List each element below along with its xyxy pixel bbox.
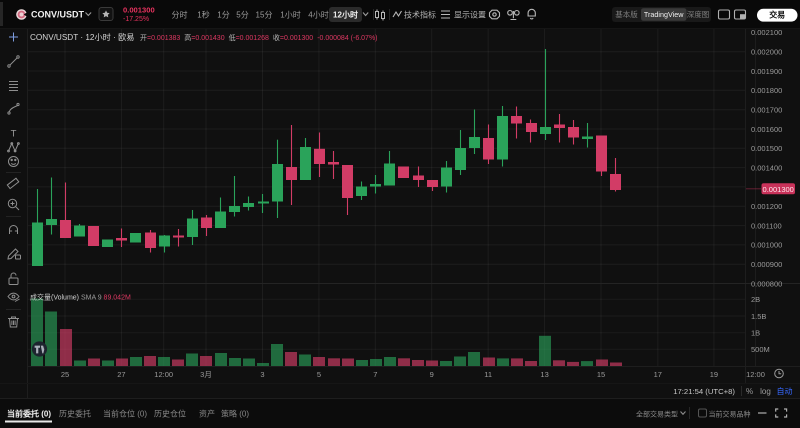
svg-text:15: 15 xyxy=(597,370,605,379)
svg-text:策略 (0): 策略 (0) xyxy=(221,409,249,419)
svg-text:7: 7 xyxy=(373,370,377,379)
svg-text:当前交易品种: 当前交易品种 xyxy=(709,410,751,419)
svg-text:27: 27 xyxy=(117,370,125,379)
svg-text:全部交易类型: 全部交易类型 xyxy=(636,410,678,419)
svg-text:历史委托: 历史委托 xyxy=(59,409,91,419)
svg-text:历史仓位: 历史仓位 xyxy=(154,409,186,419)
svg-text:19: 19 xyxy=(710,370,718,379)
svg-text:CONV/USDT: CONV/USDT xyxy=(31,10,85,20)
svg-text:0.001200: 0.001200 xyxy=(751,202,782,211)
svg-text:TradingView: TradingView xyxy=(644,10,684,19)
svg-text:25: 25 xyxy=(61,370,69,379)
svg-text:1分: 1分 xyxy=(217,10,229,19)
svg-text:0.001800: 0.001800 xyxy=(751,86,782,95)
svg-text:3月: 3月 xyxy=(200,370,212,379)
svg-text:5: 5 xyxy=(317,370,321,379)
svg-text:0.001400: 0.001400 xyxy=(751,163,782,172)
svg-text:17:21:54 (UTC+8): 17:21:54 (UTC+8) xyxy=(673,387,735,396)
svg-text:4小时: 4小时 xyxy=(308,9,328,19)
svg-text:基本版: 基本版 xyxy=(615,9,638,19)
svg-text:3: 3 xyxy=(260,370,264,379)
svg-text:1小时: 1小时 xyxy=(280,9,300,19)
svg-text:自动: 自动 xyxy=(777,386,793,396)
svg-text:11: 11 xyxy=(484,370,492,379)
svg-text:0.001600: 0.001600 xyxy=(751,125,782,134)
svg-text:%: % xyxy=(746,387,753,396)
svg-text:0.000800: 0.000800 xyxy=(751,279,782,288)
svg-text:0.000900: 0.000900 xyxy=(751,260,782,269)
svg-text:17: 17 xyxy=(654,370,662,379)
svg-text:5分: 5分 xyxy=(236,10,248,19)
svg-text:0.001500: 0.001500 xyxy=(751,144,782,153)
svg-text:0.001100: 0.001100 xyxy=(751,221,782,230)
svg-text:CONV/USDT · 12小时 · 欧易: CONV/USDT · 12小时 · 欧易 xyxy=(30,32,134,42)
svg-text:1.5B: 1.5B xyxy=(751,312,766,321)
svg-text:12:00: 12:00 xyxy=(746,370,765,379)
svg-text:当前仓位 (0): 当前仓位 (0) xyxy=(103,409,147,419)
svg-text:9: 9 xyxy=(430,370,434,379)
svg-text:500M: 500M xyxy=(751,345,770,354)
svg-text:0.002100: 0.002100 xyxy=(751,28,782,37)
svg-text:12小时: 12小时 xyxy=(333,9,358,19)
svg-text:显示设置: 显示设置 xyxy=(454,9,486,19)
svg-text:0.001700: 0.001700 xyxy=(751,106,782,115)
svg-text:0.001300: 0.001300 xyxy=(763,185,794,194)
svg-text:资产: 资产 xyxy=(199,409,215,419)
svg-text:0.001300: 0.001300 xyxy=(123,5,155,14)
svg-text:0.001900: 0.001900 xyxy=(751,67,782,76)
svg-text:深度图: 深度图 xyxy=(687,9,710,19)
svg-text:1秒: 1秒 xyxy=(197,9,209,19)
svg-text:成交量(Volume) SMA 9 89.042M: 成交量(Volume) SMA 9 89.042M xyxy=(30,293,131,302)
svg-text:15分: 15分 xyxy=(256,10,273,19)
svg-text:2B: 2B xyxy=(751,295,760,304)
svg-text:12:00: 12:00 xyxy=(154,370,173,379)
svg-text:0.001000: 0.001000 xyxy=(751,241,782,250)
svg-text:交易: 交易 xyxy=(769,10,785,20)
svg-text:log: log xyxy=(760,387,771,396)
svg-text:当前委托 (0): 当前委托 (0) xyxy=(7,409,51,419)
svg-text:分时: 分时 xyxy=(172,9,188,19)
svg-text:-17.25%: -17.25% xyxy=(123,16,149,23)
svg-text:13: 13 xyxy=(540,370,548,379)
svg-text:1B: 1B xyxy=(751,329,760,338)
svg-text:T: T xyxy=(11,129,17,140)
svg-text:技术指标: 技术指标 xyxy=(404,9,436,19)
svg-text:0.002000: 0.002000 xyxy=(751,48,782,57)
